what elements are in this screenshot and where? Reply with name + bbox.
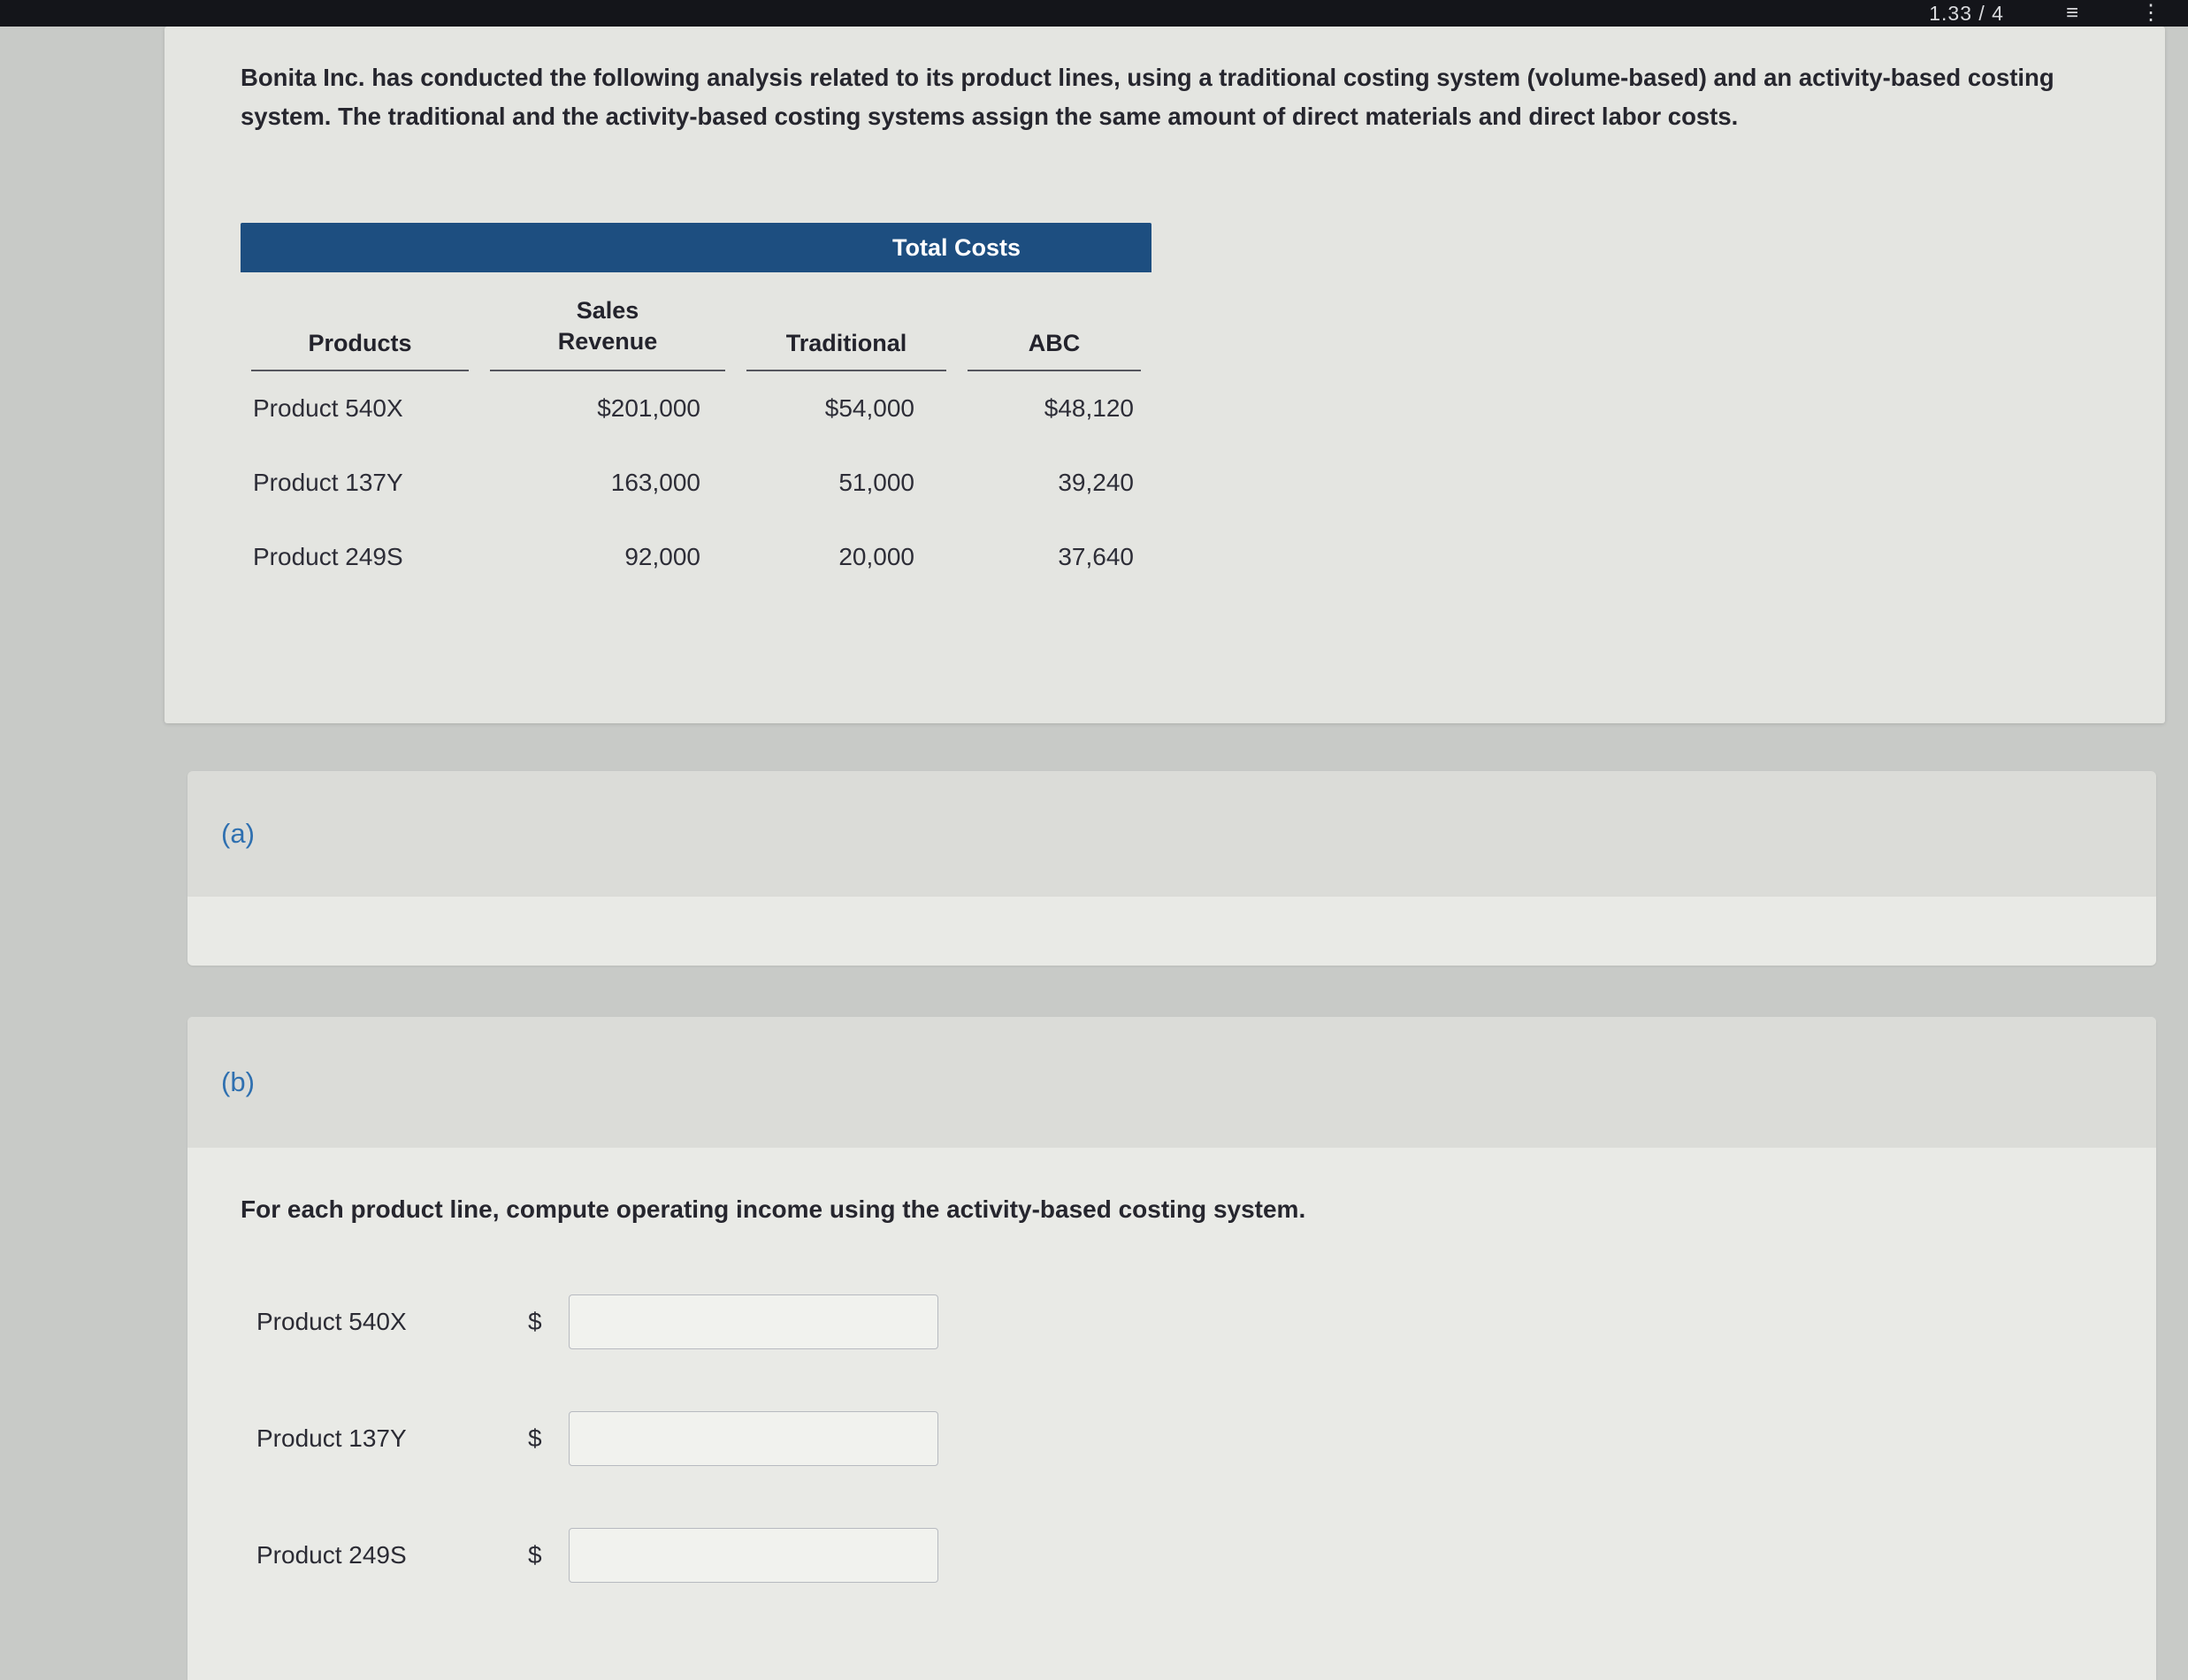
- col-header-abc-cell: ABC: [957, 295, 1151, 372]
- answer-input-rows: Product 540X $ Product 137Y $ Product 24…: [256, 1294, 2103, 1583]
- problem-statement: Bonita Inc. has conducted the following …: [241, 64, 2054, 130]
- answer-input-540x[interactable]: [569, 1294, 938, 1349]
- answer-row-137y: Product 137Y $: [256, 1411, 2103, 1466]
- question-panel: Bonita Inc. has conducted the following …: [164, 27, 2165, 723]
- total-costs-header-bar: Total Costs: [241, 223, 1151, 272]
- table-row: Product 540X $201,000 $54,000 $48,120: [241, 371, 1151, 446]
- dollar-sign: $: [528, 1541, 542, 1569]
- table-row: Product 249S 92,000 20,000 37,640: [241, 520, 1151, 594]
- part-b-prompt: For each product line, compute operating…: [241, 1195, 1306, 1223]
- section-b-content: For each product line, compute operating…: [187, 1148, 2156, 1583]
- table-row: Product 137Y 163,000 51,000 39,240: [241, 446, 1151, 520]
- section-a-body: [187, 897, 2156, 966]
- col-header-products: Products: [251, 330, 469, 372]
- col-header-sales-line2: Revenue: [557, 328, 658, 355]
- dollar-sign: $: [528, 1424, 542, 1452]
- costs-table: Total Costs Products Sales Revenue Tradi…: [241, 223, 1151, 594]
- section-b-label[interactable]: (b): [221, 1066, 255, 1097]
- top-bar: 1.33 / 4 ≡ ⋮: [0, 0, 2188, 27]
- table-header-row: Products Sales Revenue Traditional ABC: [241, 272, 1151, 372]
- answer-input-249s[interactable]: [569, 1528, 938, 1583]
- row-traditional-value: 20,000: [838, 543, 914, 571]
- row-product-name: Product 249S: [253, 543, 403, 571]
- col-header-abc: ABC: [968, 330, 1141, 372]
- kebab-menu-icon[interactable]: ⋮: [2140, 1, 2161, 25]
- answer-row-label: Product 540X: [256, 1308, 407, 1335]
- col-header-sales-revenue-cell: Sales Revenue: [479, 295, 736, 372]
- row-sales-value: 163,000: [610, 469, 700, 497]
- row-sales-value: 92,000: [624, 543, 700, 571]
- answer-row-label: Product 137Y: [256, 1424, 407, 1452]
- row-product-name: Product 540X: [253, 394, 403, 423]
- section-b-panel: (b) For each product line, compute opera…: [187, 1017, 2156, 1680]
- answer-row-label: Product 249S: [256, 1541, 407, 1569]
- col-header-traditional: Traditional: [746, 330, 946, 372]
- answer-row-249s: Product 249S $: [256, 1528, 2103, 1583]
- col-header-products-cell: Products: [241, 295, 479, 372]
- row-abc-value: 37,640: [1058, 543, 1134, 571]
- col-header-sales-line1: Sales: [576, 297, 639, 324]
- col-header-traditional-cell: Traditional: [736, 295, 957, 372]
- score-display: 1.33 / 4: [1929, 1, 2004, 25]
- row-product-name: Product 137Y: [253, 469, 403, 497]
- row-traditional-value: 51,000: [838, 469, 914, 497]
- menu-list-icon[interactable]: ≡: [2065, 1, 2078, 25]
- answer-row-540x: Product 540X $: [256, 1294, 2103, 1349]
- section-a-label[interactable]: (a): [221, 818, 255, 849]
- row-abc-value: 39,240: [1058, 469, 1134, 497]
- col-header-sales-revenue: Sales Revenue: [490, 295, 725, 372]
- section-b-header[interactable]: (b): [187, 1017, 2156, 1148]
- total-costs-label: Total Costs: [891, 233, 1021, 261]
- row-abc-value: $48,120: [1044, 394, 1134, 423]
- row-traditional-value: $54,000: [824, 394, 914, 423]
- row-sales-value: $201,000: [597, 394, 700, 423]
- section-a-header[interactable]: (a): [187, 771, 2156, 897]
- answer-input-137y[interactable]: [569, 1411, 938, 1466]
- dollar-sign: $: [528, 1308, 542, 1335]
